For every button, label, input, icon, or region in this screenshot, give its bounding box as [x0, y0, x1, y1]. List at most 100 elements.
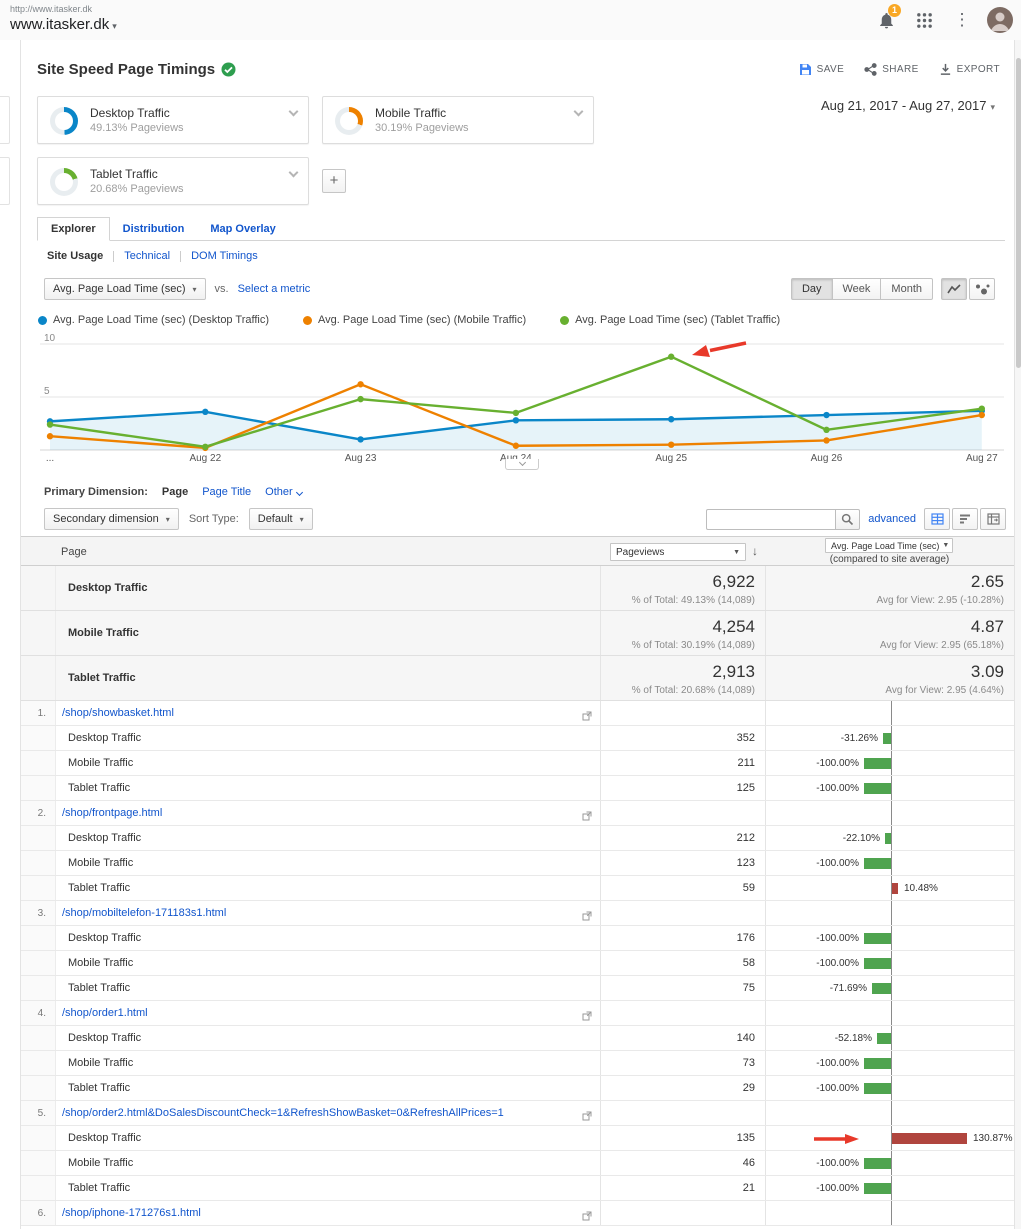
select-metric-link[interactable]: Select a metric [237, 283, 311, 295]
sort-direction-icon[interactable]: ↓ [752, 544, 758, 558]
report-subtabs: Site Usage Technical DOM Timings [37, 246, 268, 266]
subtab-technical[interactable]: Technical [124, 250, 171, 262]
search-input[interactable] [706, 508, 837, 530]
segment-card-desktop-traffic[interactable]: Desktop Traffic 49.13% Pageviews [37, 96, 309, 144]
account-switcher[interactable]: www.itasker.dk ▾ [10, 16, 117, 33]
vertical-scrollbar[interactable] [1014, 40, 1021, 1229]
motion-chart-view-button[interactable] [969, 278, 995, 300]
data-view-button[interactable] [924, 508, 950, 530]
scrollbar-thumb[interactable] [1016, 58, 1021, 368]
segment-subtitle: 49.13% Pageviews [90, 122, 184, 134]
row-segment-label: Mobile Traffic [68, 957, 134, 969]
table-view-icon [930, 513, 944, 525]
primary-dimension-page[interactable]: Page [161, 486, 189, 498]
chart-annotations-expander[interactable] [505, 458, 539, 470]
granularity-week-button[interactable]: Week [831, 278, 882, 300]
row-index-cell [21, 1126, 56, 1150]
tab-explorer[interactable]: Explorer [37, 217, 110, 241]
metric-cell: -100.00% [765, 751, 1014, 775]
add-segment-button[interactable]: + [322, 169, 346, 193]
row-index: 5. [21, 1101, 56, 1125]
primary-dimension-page-title[interactable]: Page Title [202, 486, 252, 498]
pageviews-value: 75 [600, 976, 765, 1000]
page-link[interactable]: /shop/showbasket.html [62, 707, 174, 719]
open-in-new-button[interactable] [582, 808, 592, 826]
sort-type-dropdown[interactable]: Default ▾ [248, 508, 313, 530]
chevron-down-icon [518, 458, 526, 467]
summary-metric-sub: Avg for View: 2.95 (65.18%) [879, 640, 1004, 651]
more-options-button[interactable]: ⋮ [949, 7, 975, 33]
open-in-new-icon [582, 811, 592, 821]
timeseries-chart[interactable]: 5 10... Aug 22 Aug 23 Aug 24 Aug 25 Aug 26 Aug … [24, 334, 1014, 474]
apps-grid-button[interactable] [911, 7, 937, 33]
table-subrow: Mobile Traffic 58 -100.00% [21, 951, 1014, 976]
row-segment-label: Desktop Traffic [68, 1032, 142, 1044]
metric-column-label: Avg. Page Load Time (sec) [831, 540, 940, 551]
segment-card-mobile-traffic[interactable]: Mobile Traffic 30.19% Pageviews [322, 96, 594, 144]
chevron-down-icon: ▾ [112, 21, 117, 31]
svg-text:Aug 23: Aug 23 [345, 453, 377, 464]
share-button[interactable]: SHARE [864, 63, 918, 76]
pageviews-cell [600, 1001, 765, 1025]
summary-metric-cell: 3.09 Avg for View: 2.95 (4.64%) [765, 656, 1014, 700]
notifications-button[interactable]: 1 [873, 4, 901, 33]
secondary-dimension-dropdown[interactable]: Secondary dimension ▾ [44, 508, 179, 530]
open-in-new-button[interactable] [582, 708, 592, 726]
open-in-new-button[interactable] [582, 908, 592, 926]
metric-dropdown[interactable]: Avg. Page Load Time (sec) ▾ [44, 278, 206, 300]
delta-label: 130.87% [973, 1133, 1013, 1144]
tab-distribution[interactable]: Distribution [122, 223, 185, 235]
subtab-site-usage[interactable]: Site Usage [47, 250, 104, 262]
performance-view-button[interactable] [952, 508, 978, 530]
page-link[interactable]: /shop/order1.html [62, 1007, 148, 1019]
open-in-new-button[interactable] [582, 1208, 592, 1226]
avatar[interactable] [987, 7, 1013, 33]
table-subrow: Desktop Traffic 176 -100.00% [21, 926, 1014, 951]
metric-cell [765, 801, 1014, 825]
delta-bar [864, 783, 891, 794]
page-link[interactable]: /shop/order2.html&DoSalesDiscountCheck=1… [62, 1107, 504, 1119]
open-in-new-button[interactable] [582, 1008, 592, 1026]
metric-cell: -100.00% [765, 1076, 1014, 1100]
tab-map-overlay[interactable]: Map Overlay [210, 223, 276, 235]
row-segment-label: Mobile Traffic [68, 1157, 134, 1169]
table-subrow: Mobile Traffic 123 -100.00% [21, 851, 1014, 876]
metric-column-select[interactable]: Avg. Page Load Time (sec) ▼ [825, 538, 953, 553]
search-button[interactable] [836, 508, 861, 530]
primary-dimension-other[interactable]: Other [265, 486, 303, 498]
page-link[interactable]: /shop/frontpage.html [62, 807, 163, 819]
date-range-selector[interactable]: Aug 21, 2017 - Aug 27, 2017 ▾ [821, 98, 995, 113]
table-subrow: Mobile Traffic 211 -100.00% [21, 751, 1014, 776]
table-subrow: Tablet Traffic 125 -100.00% [21, 776, 1014, 801]
delta-label: -52.18% [834, 1033, 872, 1044]
granularity-day-button[interactable]: Day [790, 278, 833, 300]
metric-cell [765, 1101, 1014, 1125]
data-table: Page Pageviews ▼ ↓ Avg. Page Load Time (s… [21, 536, 1014, 1226]
summary-metric-cell: 4.87 Avg for View: 2.95 (65.18%) [765, 611, 1014, 655]
motion-chart-icon [975, 284, 989, 294]
pageviews-value: 125 [600, 776, 765, 800]
pivot-view-button[interactable] [980, 508, 1006, 530]
segment-card-tablet-traffic[interactable]: Tablet Traffic 20.68% Pageviews [37, 157, 309, 205]
line-chart-view-button[interactable] [941, 278, 967, 300]
subtab-dom-timings[interactable]: DOM Timings [191, 250, 258, 262]
summary-pageviews-sub: % of Total: 20.68% (14,089) [631, 685, 755, 696]
legend-label: Avg. Page Load Time (sec) (Tablet Traffi… [575, 314, 781, 326]
delta-label: -100.00% [816, 858, 859, 869]
legend-label: Avg. Page Load Time (sec) (Mobile Traffi… [318, 314, 527, 326]
page-link[interactable]: /shop/mobiltelefon-171183s1.html [62, 907, 227, 919]
delta-label: -100.00% [816, 933, 859, 944]
site-name: www.itasker.dk [10, 16, 110, 33]
advanced-link[interactable]: advanced [868, 513, 916, 525]
pageviews-column-select[interactable]: Pageviews ▼ [610, 543, 746, 561]
granularity-month-button[interactable]: Month [880, 278, 933, 300]
page-link[interactable]: /shop/iphone-171276s1.html [62, 1207, 201, 1219]
granularity-buttons: Day Week Month [790, 278, 933, 300]
open-in-new-button[interactable] [582, 1108, 592, 1126]
pageviews-value: 21 [600, 1176, 765, 1200]
delta-label: -100.00% [816, 758, 859, 769]
summary-metric-sub: Avg for View: 2.95 (-10.28%) [876, 595, 1004, 606]
export-button[interactable]: EXPORT [939, 63, 1000, 76]
save-button[interactable]: SAVE [799, 63, 845, 76]
page-column-header: Page [61, 546, 87, 558]
